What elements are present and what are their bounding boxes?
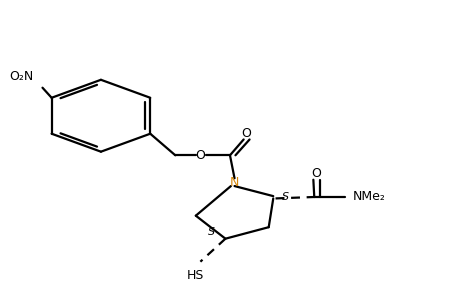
Text: S: S xyxy=(282,192,288,202)
Text: S: S xyxy=(208,227,215,236)
Text: O: O xyxy=(196,149,205,162)
Text: O: O xyxy=(312,168,321,180)
Text: O₂N: O₂N xyxy=(9,71,33,84)
Text: NMe₂: NMe₂ xyxy=(353,190,386,203)
Text: HS: HS xyxy=(187,269,204,282)
Text: O: O xyxy=(241,127,251,140)
Text: N: N xyxy=(230,176,239,189)
